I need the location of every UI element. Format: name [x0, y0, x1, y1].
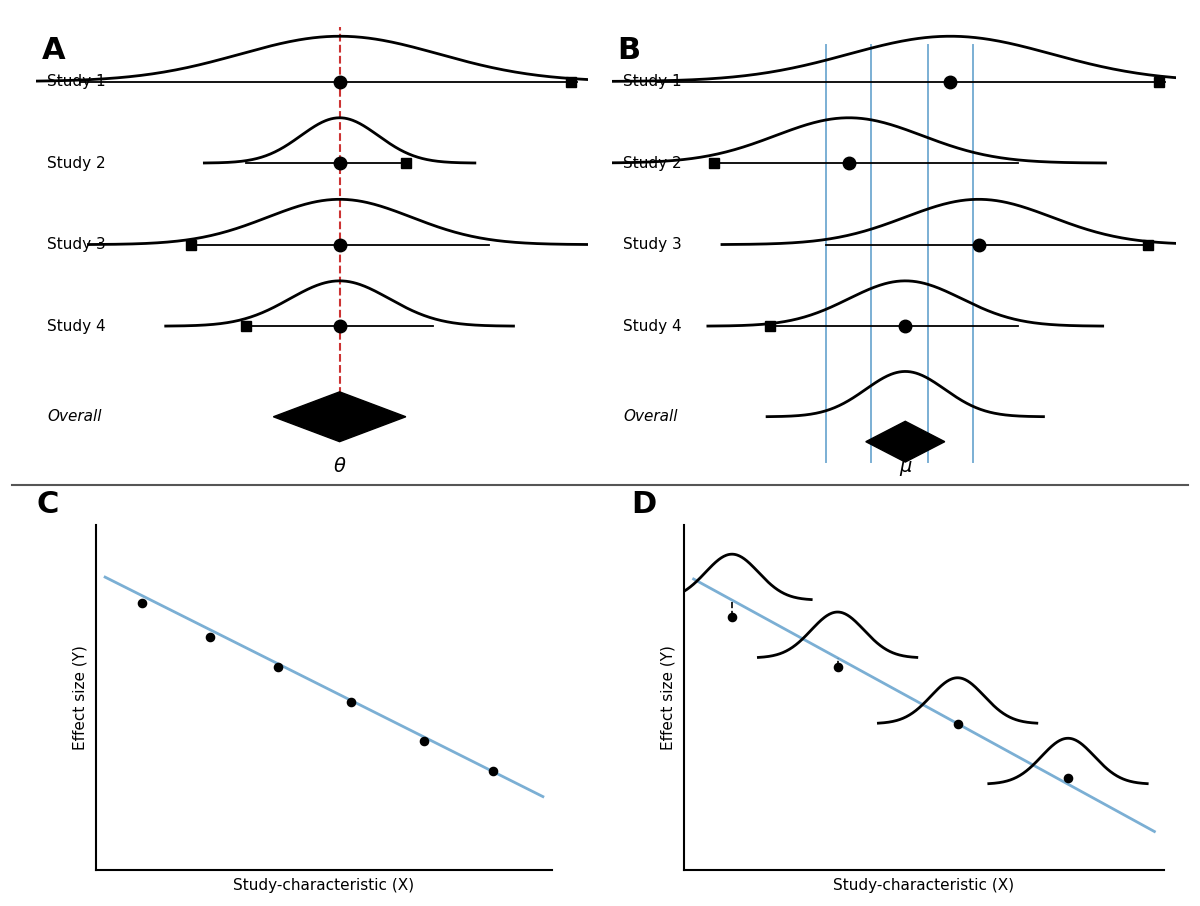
- Text: Study 2: Study 2: [47, 156, 106, 170]
- Text: Study 3: Study 3: [47, 237, 106, 252]
- Text: C: C: [37, 489, 59, 518]
- Point: [722, 610, 742, 624]
- Text: B: B: [618, 36, 641, 65]
- Polygon shape: [274, 391, 406, 442]
- Text: Overall: Overall: [47, 410, 102, 424]
- Point: [484, 764, 503, 778]
- X-axis label: Study-characteristic (X): Study-characteristic (X): [834, 878, 1014, 893]
- Text: μ: μ: [899, 457, 912, 476]
- X-axis label: Study-characteristic (X): Study-characteristic (X): [234, 878, 414, 893]
- Point: [342, 695, 361, 709]
- Point: [828, 660, 847, 674]
- Point: [1058, 771, 1078, 786]
- Point: [948, 718, 967, 732]
- Text: Study 4: Study 4: [623, 319, 682, 333]
- Text: D: D: [631, 489, 656, 518]
- Point: [269, 660, 288, 675]
- Text: Study 1: Study 1: [623, 74, 682, 89]
- Text: Study 1: Study 1: [47, 74, 106, 89]
- Text: Study 2: Study 2: [623, 156, 682, 170]
- Point: [200, 631, 220, 645]
- Text: Study 4: Study 4: [47, 319, 106, 333]
- Y-axis label: Effect size (Y): Effect size (Y): [73, 645, 88, 750]
- Text: A: A: [42, 36, 65, 65]
- Y-axis label: Effect size (Y): Effect size (Y): [661, 645, 676, 750]
- Polygon shape: [866, 421, 944, 462]
- Point: [132, 596, 151, 611]
- Text: Overall: Overall: [623, 410, 678, 424]
- Text: θ: θ: [334, 457, 346, 476]
- Text: Study 3: Study 3: [623, 237, 682, 252]
- Point: [415, 734, 434, 748]
